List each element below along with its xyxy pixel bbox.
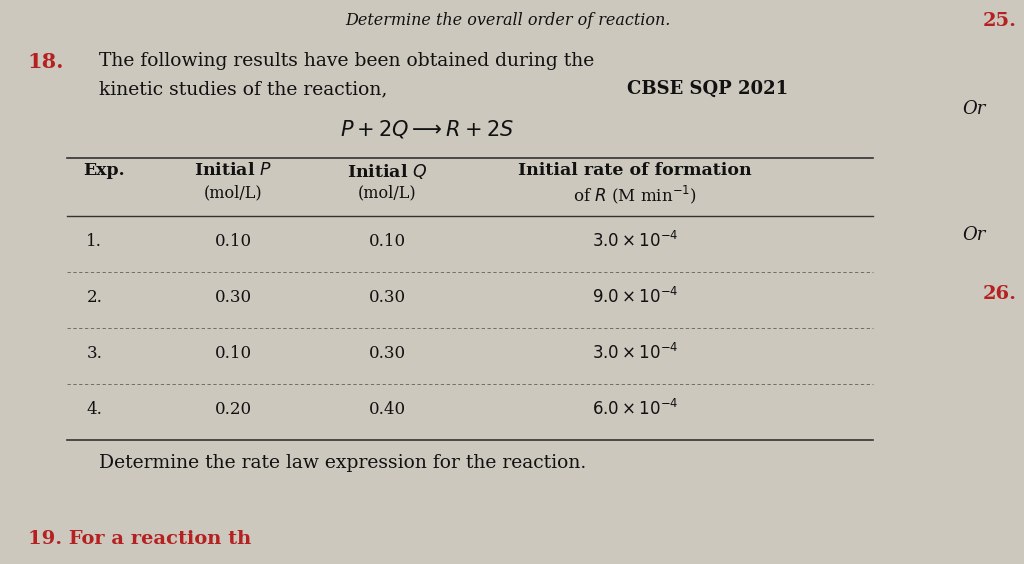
Text: kinetic studies of the reaction,: kinetic studies of the reaction, xyxy=(99,80,388,98)
Text: (mol/L): (mol/L) xyxy=(357,184,417,201)
Text: $3.0 \times 10^{-4}$: $3.0 \times 10^{-4}$ xyxy=(592,343,679,363)
Text: 1.: 1. xyxy=(86,233,102,250)
Text: 3.: 3. xyxy=(86,345,102,362)
Text: 0.20: 0.20 xyxy=(215,400,252,418)
Text: 0.30: 0.30 xyxy=(215,289,252,306)
Text: 0.30: 0.30 xyxy=(369,345,406,362)
Text: 4.: 4. xyxy=(86,400,102,418)
Text: 0.10: 0.10 xyxy=(369,233,406,250)
Text: CBSE SQP 2021: CBSE SQP 2021 xyxy=(628,80,788,98)
Text: $9.0 \times 10^{-4}$: $9.0 \times 10^{-4}$ xyxy=(592,287,679,307)
Text: 18.: 18. xyxy=(28,52,65,72)
Text: $P + 2Q \longrightarrow R + 2S$: $P + 2Q \longrightarrow R + 2S$ xyxy=(340,118,514,140)
Text: Initial $P$: Initial $P$ xyxy=(195,162,272,179)
Text: Initial $Q$: Initial $Q$ xyxy=(347,162,428,181)
Text: 0.10: 0.10 xyxy=(215,345,252,362)
Text: Exp.: Exp. xyxy=(83,162,125,179)
Text: Or: Or xyxy=(963,100,986,118)
Text: $3.0 \times 10^{-4}$: $3.0 \times 10^{-4}$ xyxy=(592,231,679,251)
Text: Or: Or xyxy=(963,226,986,244)
Text: 19. For a reaction th: 19. For a reaction th xyxy=(28,530,251,548)
Text: 25.: 25. xyxy=(983,12,1017,30)
Text: Determine the overall order of reaction.: Determine the overall order of reaction. xyxy=(345,12,671,29)
Text: $6.0 \times 10^{-4}$: $6.0 \times 10^{-4}$ xyxy=(592,399,679,419)
Text: (mol/L): (mol/L) xyxy=(204,184,262,201)
Text: 0.30: 0.30 xyxy=(369,289,406,306)
Text: 2.: 2. xyxy=(86,289,102,306)
Text: 0.10: 0.10 xyxy=(215,233,252,250)
Text: Initial rate of formation: Initial rate of formation xyxy=(518,162,752,179)
Text: Determine the rate law expression for the reaction.: Determine the rate law expression for th… xyxy=(99,454,587,472)
Text: of $R$ (M min$^{-1}$): of $R$ (M min$^{-1}$) xyxy=(573,184,697,206)
Text: The following results have been obtained during the: The following results have been obtained… xyxy=(99,52,595,70)
Text: 26.: 26. xyxy=(983,285,1017,303)
Text: 0.40: 0.40 xyxy=(369,400,406,418)
